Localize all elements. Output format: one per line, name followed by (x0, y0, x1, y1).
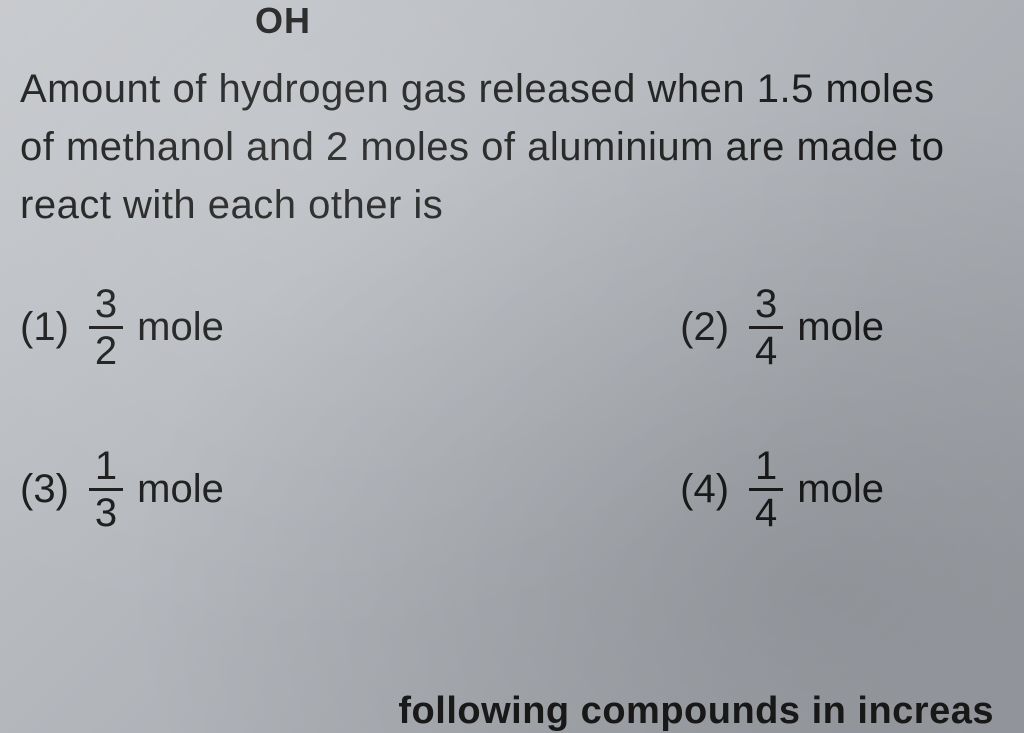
option-1-unit: mole (137, 305, 224, 350)
option-3-numerator: 1 (89, 446, 123, 491)
option-row-2: (3) 1 3 mole (4) 1 4 mole (20, 446, 1004, 533)
options-container: (1) 3 2 mole (2) 3 4 mole (3) 1 (20, 284, 1004, 533)
prev-question-fragment: OH (255, 0, 1004, 42)
option-2-number: (2) (680, 305, 729, 350)
question-line-1: Amount of hydrogen gas released when 1.5… (20, 67, 935, 111)
option-1-fraction: 3 2 (89, 284, 123, 371)
option-4-number: (4) (680, 467, 729, 512)
option-2-unit: mole (797, 305, 884, 350)
option-3-denominator: 3 (89, 491, 123, 533)
option-1: (1) 3 2 mole (20, 284, 224, 371)
next-question-fragment: following compounds in increas (398, 690, 994, 733)
option-2-denominator: 4 (749, 329, 783, 371)
option-4-unit: mole (797, 467, 884, 512)
option-2-fraction: 3 4 (749, 284, 783, 371)
option-3-number: (3) (20, 467, 69, 512)
option-4: (4) 1 4 mole (680, 446, 884, 533)
option-3: (3) 1 3 mole (20, 446, 224, 533)
option-2-numerator: 3 (749, 284, 783, 329)
option-row-1: (1) 3 2 mole (2) 3 4 mole (20, 284, 1004, 371)
question-line-3: react with each other is (20, 183, 443, 227)
option-4-denominator: 4 (749, 491, 783, 533)
option-4-numerator: 1 (749, 446, 783, 491)
question-line-2: of methanol and 2 moles of aluminium are… (20, 125, 945, 169)
option-1-numerator: 3 (89, 284, 123, 329)
option-3-fraction: 1 3 (89, 446, 123, 533)
option-3-unit: mole (137, 467, 224, 512)
option-4-fraction: 1 4 (749, 446, 783, 533)
option-1-number: (1) (20, 305, 69, 350)
option-1-denominator: 2 (89, 329, 123, 371)
question-stem: Amount of hydrogen gas released when 1.5… (20, 60, 1004, 234)
option-2: (2) 3 4 mole (680, 284, 884, 371)
